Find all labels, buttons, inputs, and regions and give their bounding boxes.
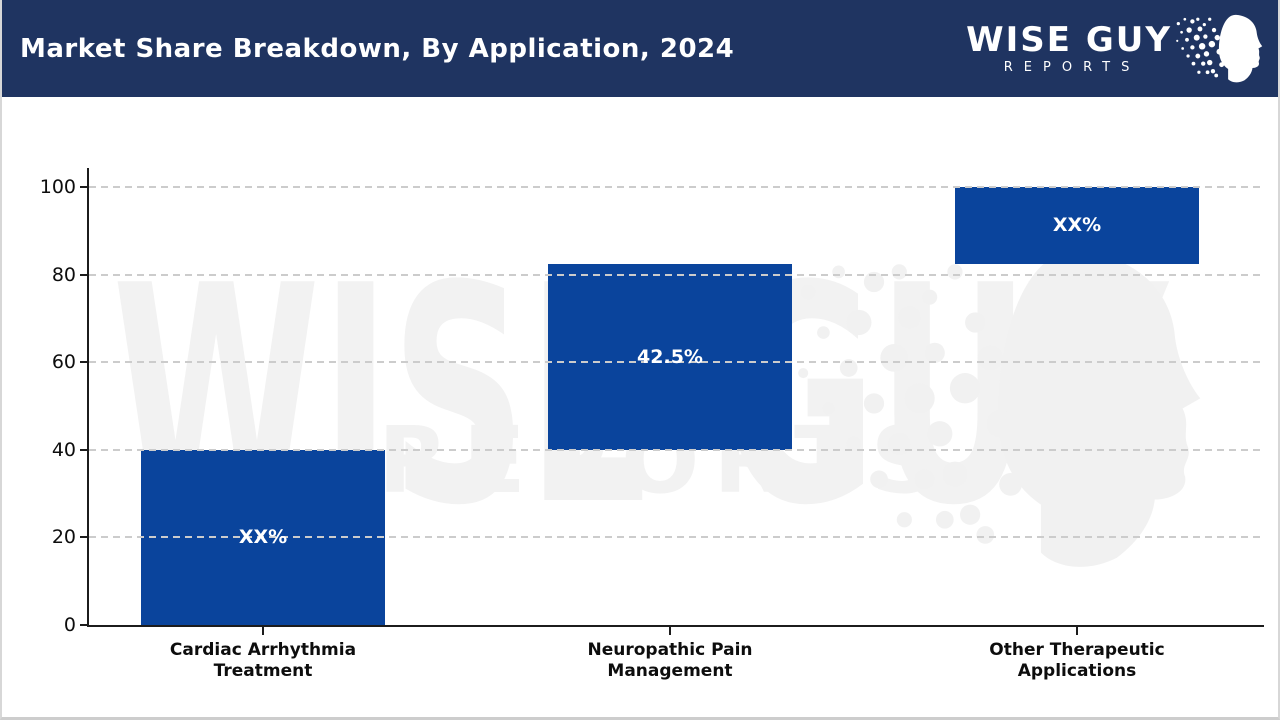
page-title: Market Share Breakdown, By Application, …	[20, 33, 735, 64]
logo-wordmark: WISE GUY	[966, 19, 1172, 60]
logo-text: WISE GUY REPORTS	[966, 23, 1172, 75]
wise-guy-reports-logo: WISE GUY REPORTS	[966, 9, 1280, 89]
watermark-subtitle: REPORTS	[378, 407, 952, 514]
logo-subtitle: REPORTS	[1003, 59, 1141, 75]
header-bar: Market Share Breakdown, By Application, …	[0, 0, 1280, 97]
chart-canvas: WISE GUY REPORTS	[0, 97, 1280, 720]
watermark-wordmark: WISE GUY	[112, 222, 1168, 571]
watermark-head-profile-icon	[798, 251, 1201, 567]
logo-head-profile-icon	[1176, 14, 1263, 82]
